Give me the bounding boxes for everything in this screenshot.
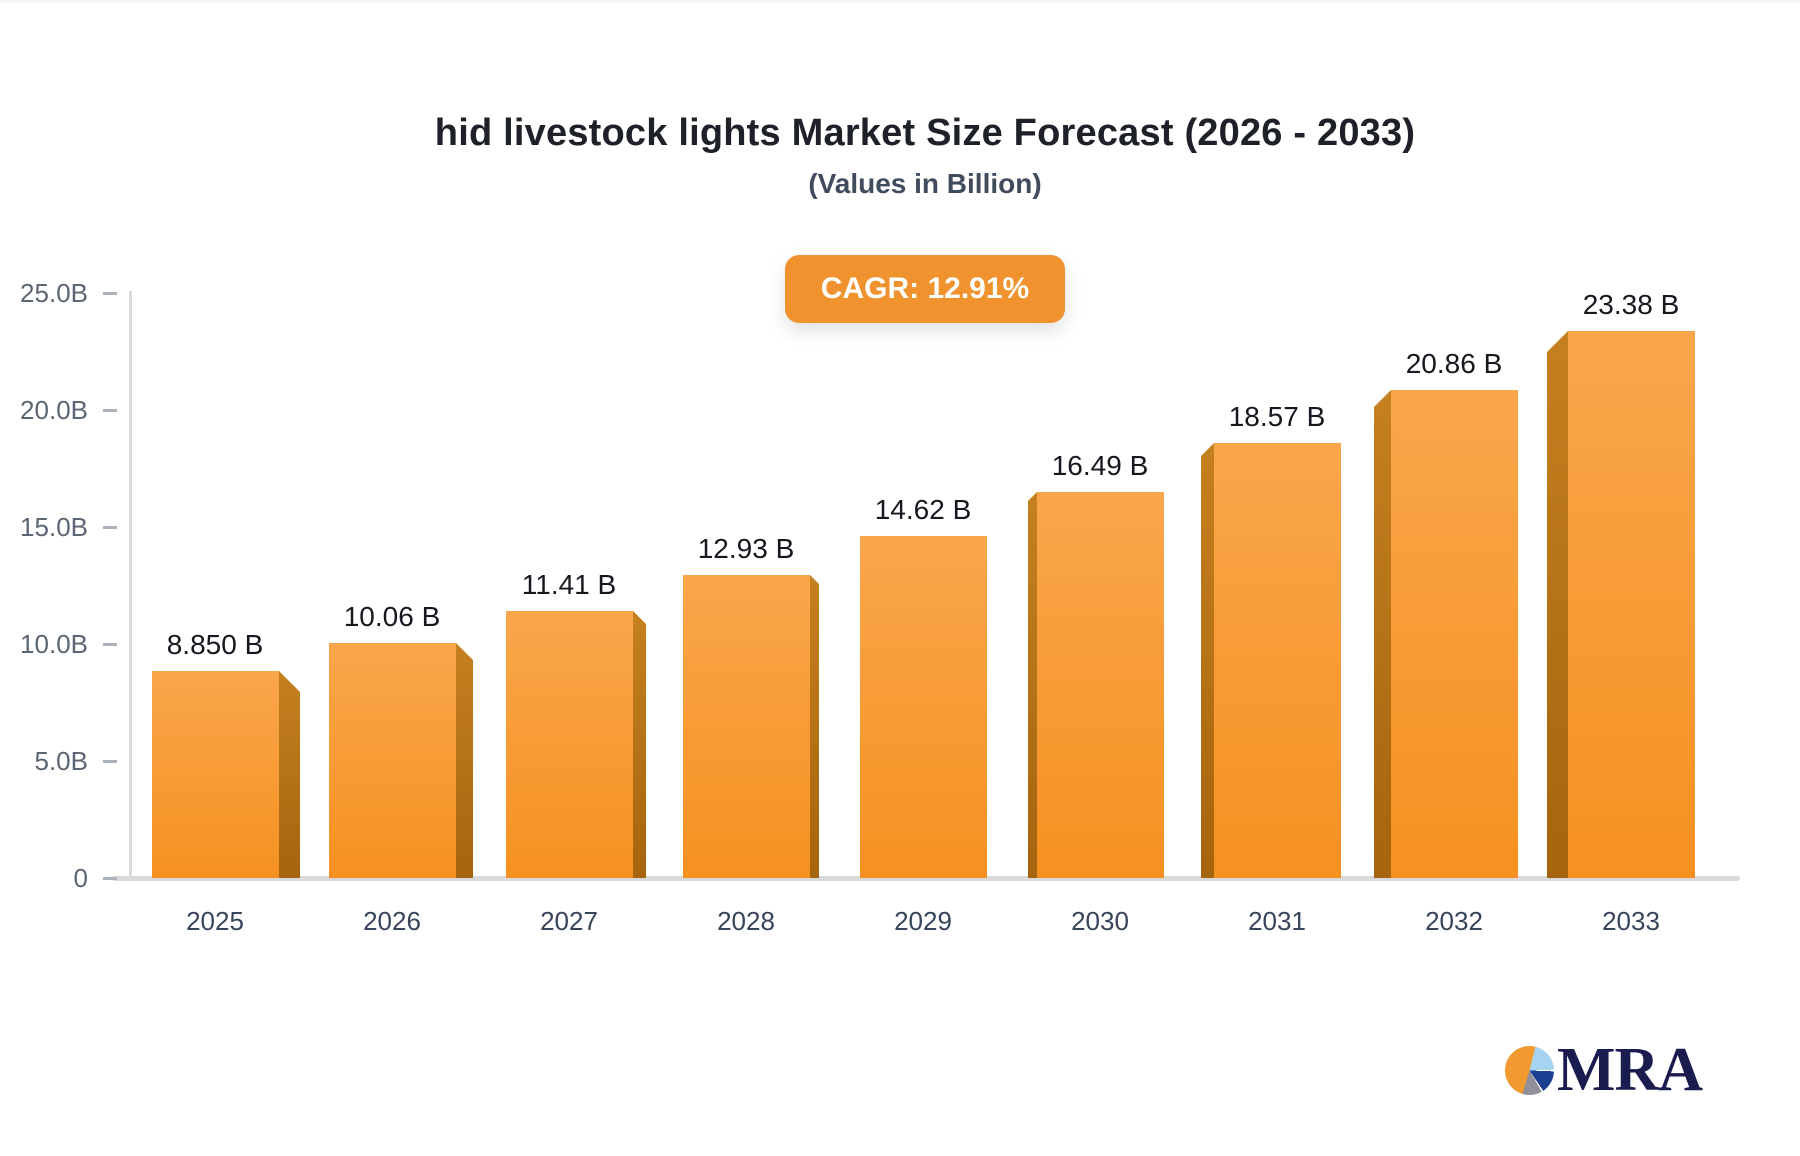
y-tick-20.0B: 20.0B [20,395,88,425]
bar-2025 [152,671,279,878]
y-tick-10.0B: 10.0B [20,629,88,659]
y-tick-mark [103,643,117,646]
y-tick-mark [103,409,117,412]
bar-side-2031 [1201,443,1214,878]
bar-value-2028: 12.93 B [697,533,795,564]
mra-logo: MRA [1505,1036,1703,1104]
bar-2033 [1568,331,1695,878]
y-tick-mark [103,760,117,763]
bar-value-2027: 11.41 B [521,569,617,600]
y-tick-mark [103,526,117,529]
x-tick-2026: 2026 [363,906,421,936]
bar-2030 [1037,492,1164,878]
y-tick-15.0B: 15.0B [20,512,88,542]
x-tick-2027: 2027 [540,906,598,936]
x-tick-2029: 2029 [894,906,952,936]
bar-value-2029: 14.62 B [874,494,972,525]
chart-title: hid livestock lights Market Size Forecas… [434,112,1416,154]
bar-side-2033 [1547,331,1568,878]
bar-side-2027 [633,611,646,878]
cagr-badge: CAGR: 12.91% [785,255,1065,323]
bar-2031 [1214,443,1341,878]
x-tick-2032: 2032 [1425,906,1483,936]
bar-value-2030: 16.49 B [1051,450,1149,481]
page-top-border [0,0,1800,3]
bar-2029 [860,536,987,878]
bar-2032 [1391,390,1518,878]
bar-side-2026 [456,643,473,878]
x-axis-baseline [112,876,1740,881]
bar-value-2031: 18.57 B [1228,401,1326,432]
x-tick-2028: 2028 [717,906,775,936]
bar-value-2025: 8.850 B [166,629,264,660]
y-tick-25.0B: 25.0B [20,278,88,308]
bar-value-2033: 23.38 B [1582,289,1680,320]
chart-subtitle: (Values in Billion) [808,168,1042,199]
logo-text: MRA [1557,1036,1703,1104]
bar-side-2025 [279,671,300,878]
bar-2026 [329,643,456,878]
bar-value-2026: 10.06 B [343,601,441,632]
bar-side-2030 [1028,492,1037,878]
x-tick-2031: 2031 [1248,906,1306,936]
bar-side-2028 [810,575,819,878]
pie-chart-icon [1505,1045,1554,1095]
x-tick-2030: 2030 [1071,906,1129,936]
bar-2027 [506,611,633,878]
y-tick-5.0B: 5.0B [34,746,89,776]
bar-2028 [683,575,810,878]
bar-value-2032: 20.86 B [1405,348,1503,379]
y-axis-line [129,291,132,881]
x-tick-2033: 2033 [1602,906,1660,936]
x-tick-2025: 2025 [186,906,244,936]
y-tick-mark [103,877,117,880]
y-tick-0: 0 [73,863,88,893]
y-tick-mark [103,292,117,295]
bar-side-2032 [1374,390,1391,878]
